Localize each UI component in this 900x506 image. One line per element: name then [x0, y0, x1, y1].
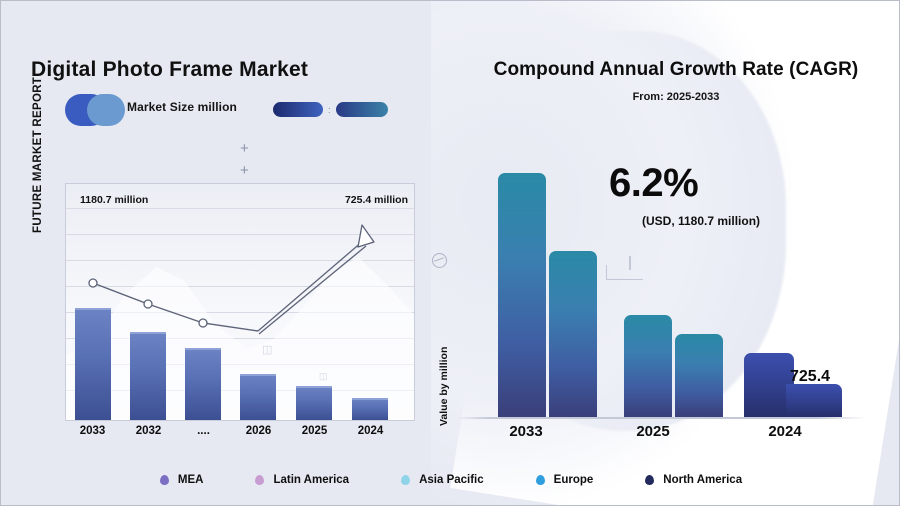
left-chart-y-axis-label: FUTURE MARKET REPORT	[32, 76, 44, 233]
right-bar-2033-upper	[498, 173, 546, 417]
right-chart-plot	[456, 151, 876, 419]
plus-icon-2: +	[240, 162, 249, 179]
legend-marker-icon	[645, 475, 655, 485]
legend-label: North America	[663, 474, 743, 486]
left-xtick-5: 2024	[357, 425, 384, 437]
left-bar-2025	[296, 386, 332, 420]
legend-label: Asia Pacific	[419, 474, 484, 486]
right-bar-2025-upper	[624, 315, 672, 417]
left-xtick-0: 2033	[79, 425, 106, 437]
legend-label: MEA	[177, 474, 204, 486]
legend-item-asia-pacific[interactable]: Asia Pacific	[401, 474, 484, 486]
left-chart-plot: 1180.7 million 725.4 million ◫ ◫	[65, 183, 415, 421]
page-title: Digital Photo Frame Market	[31, 58, 309, 81]
cagr-caption: (USD, 1180.7 million)	[642, 214, 761, 228]
right-chart-baseline	[456, 417, 866, 419]
legend-item-europe[interactable]: Europe	[535, 474, 594, 486]
left-chart-note-end: 725.4 million	[344, 194, 408, 206]
right-xtick-2025: 2025	[636, 423, 670, 440]
right-xtick-2033: 2033	[509, 423, 543, 440]
legend-marker-icon	[535, 475, 545, 485]
right-chart-title: Compound Annual Growth Rate (CAGR)	[493, 59, 859, 80]
left-xtick-2: ....	[197, 425, 210, 437]
right-chart-y-axis-label: Value by million	[438, 346, 450, 426]
ghost-icon-1: ◫	[262, 344, 273, 356]
right-xtick-2024: 2024	[768, 423, 802, 440]
left-chart-x-axis: 2033 2032 .... 2026 2025 2024	[65, 425, 415, 445]
left-xtick-4: 2025	[301, 425, 328, 437]
left-bar-2026	[240, 374, 276, 420]
legend-marker-icon	[401, 475, 411, 485]
pill-right-icon	[335, 102, 388, 117]
right-chart-value-label-2024: 725.4	[790, 368, 831, 385]
right-chart-subtitle: From: 2025-2033	[632, 91, 720, 103]
legend-item-north-america[interactable]: North America	[645, 474, 742, 486]
left-xtick-1: 2032	[135, 425, 162, 437]
right-bar-2024-lower	[786, 384, 842, 417]
cagr-value: 6.2%	[609, 161, 699, 205]
legend-item-latin-america[interactable]: Latin America	[255, 474, 349, 486]
left-bar-2033	[75, 308, 111, 420]
plus-icon-1: +	[240, 140, 249, 157]
pill-decoration: :	[273, 102, 388, 117]
left-bar-dots	[185, 348, 221, 420]
minus-circle-icon	[432, 253, 447, 268]
pill-separator-label: :	[328, 104, 331, 115]
brand-logo	[65, 94, 125, 126]
bracket-decoration	[606, 265, 643, 280]
legend-label: Europe	[553, 474, 594, 486]
legend-item-mea[interactable]: MEA	[159, 474, 204, 486]
left-bar-2024	[352, 398, 388, 420]
legend-marker-icon	[255, 475, 265, 485]
left-bar-2032	[130, 332, 166, 420]
bracket-decoration-tick	[629, 256, 631, 270]
background-glow	[431, 1, 791, 505]
right-bar-2033-lower	[549, 251, 597, 417]
pill-left-icon	[273, 102, 323, 117]
legend-label: Latin America	[273, 474, 350, 486]
right-bar-2025-lower	[675, 334, 723, 417]
ghost-icon-2: ◫	[319, 371, 328, 381]
legend-marker-icon	[159, 475, 169, 485]
right-bar-2024-upper	[744, 353, 794, 417]
left-xtick-3: 2026	[245, 425, 272, 437]
market-size-label: Market Size million	[127, 100, 237, 114]
chart-legend: MEA Latin America Asia Pacific Europe No…	[1, 469, 899, 491]
logo-shape-right	[87, 94, 125, 126]
left-chart-trend-overlay	[88, 224, 375, 335]
left-chart-note-start: 1180.7 million	[80, 194, 149, 206]
